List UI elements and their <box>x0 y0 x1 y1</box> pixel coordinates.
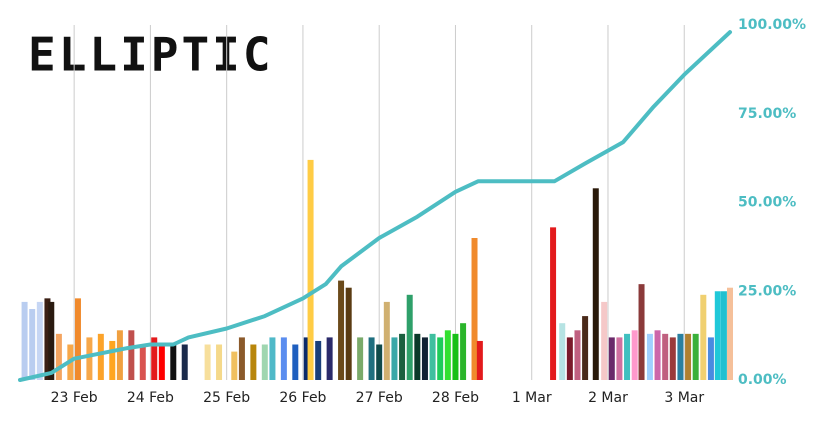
bar <box>383 301 390 380</box>
y2-tick-label: 50.00% <box>738 195 796 211</box>
x-tick-label: 2 Mar <box>588 390 628 406</box>
bar <box>592 188 599 380</box>
bar <box>170 344 177 380</box>
bar <box>677 333 684 380</box>
bar <box>97 333 104 380</box>
bar <box>250 344 257 380</box>
bar <box>452 333 459 380</box>
bar <box>292 344 299 380</box>
bar <box>116 330 123 380</box>
bar <box>139 344 146 380</box>
x-tick-label: 23 Feb <box>51 390 98 406</box>
bar <box>624 333 631 380</box>
bar <box>376 344 383 380</box>
bar <box>437 337 444 380</box>
bar <box>29 309 36 380</box>
bar <box>36 301 43 380</box>
bar <box>550 227 557 380</box>
bar <box>662 333 669 380</box>
x-tick-label: 24 Feb <box>127 390 174 406</box>
bar <box>574 330 581 380</box>
y2-tick-label: 100.00% <box>738 17 806 33</box>
bar <box>307 159 314 380</box>
bar <box>55 333 62 380</box>
bar <box>406 294 413 380</box>
y2-tick-label: 0.00% <box>738 372 787 388</box>
bar <box>727 287 733 380</box>
bar <box>21 301 28 380</box>
line <box>18 30 732 382</box>
bar <box>700 294 707 380</box>
bar <box>476 340 483 380</box>
x-tick-label: 1 Mar <box>512 390 552 406</box>
bar <box>429 333 436 380</box>
bar <box>444 330 451 380</box>
bar <box>280 337 287 380</box>
bar <box>414 333 421 380</box>
bar <box>216 344 223 380</box>
bar <box>685 333 692 380</box>
x-tick-label: 3 Mar <box>664 390 704 406</box>
bar <box>231 351 238 380</box>
bar <box>720 291 727 380</box>
bar <box>368 337 375 380</box>
y2-tick-label: 75.00% <box>738 106 796 122</box>
bar <box>608 337 615 380</box>
bar <box>707 337 714 380</box>
bar <box>303 337 310 380</box>
bar <box>74 298 81 380</box>
bar <box>616 337 623 380</box>
bar <box>631 330 638 380</box>
bar <box>391 337 398 380</box>
x-tick-label: 28 Feb <box>432 390 479 406</box>
x-tick-label: 26 Feb <box>279 390 326 406</box>
bar <box>204 344 211 380</box>
bar <box>669 337 676 380</box>
bar <box>601 301 608 380</box>
x-tick-label: 27 Feb <box>356 390 403 406</box>
bar <box>315 340 322 380</box>
bar <box>338 280 345 380</box>
bar <box>261 344 268 380</box>
bar <box>559 323 566 380</box>
bar <box>646 333 653 380</box>
x-tick-label: 25 Feb <box>203 390 250 406</box>
bar <box>714 291 721 380</box>
bar <box>269 337 276 380</box>
bar <box>460 323 467 380</box>
chart-title: ELLIPTIC <box>28 28 274 82</box>
bar <box>692 333 699 380</box>
bar <box>471 238 478 380</box>
bar <box>151 337 158 380</box>
bar <box>582 316 589 380</box>
bar <box>345 287 352 380</box>
bar <box>399 333 406 380</box>
bar <box>128 330 135 380</box>
bar <box>654 330 661 380</box>
bar <box>421 337 428 380</box>
bar <box>109 340 116 380</box>
bar <box>238 337 245 380</box>
bar <box>158 344 165 380</box>
bar <box>326 337 333 380</box>
bar <box>181 344 188 380</box>
bar <box>44 298 51 380</box>
bar <box>566 337 573 380</box>
bar <box>48 301 55 380</box>
bar <box>357 337 364 380</box>
y2-tick-label: 25.00% <box>738 283 796 299</box>
bar <box>638 284 645 380</box>
bar <box>86 337 93 380</box>
